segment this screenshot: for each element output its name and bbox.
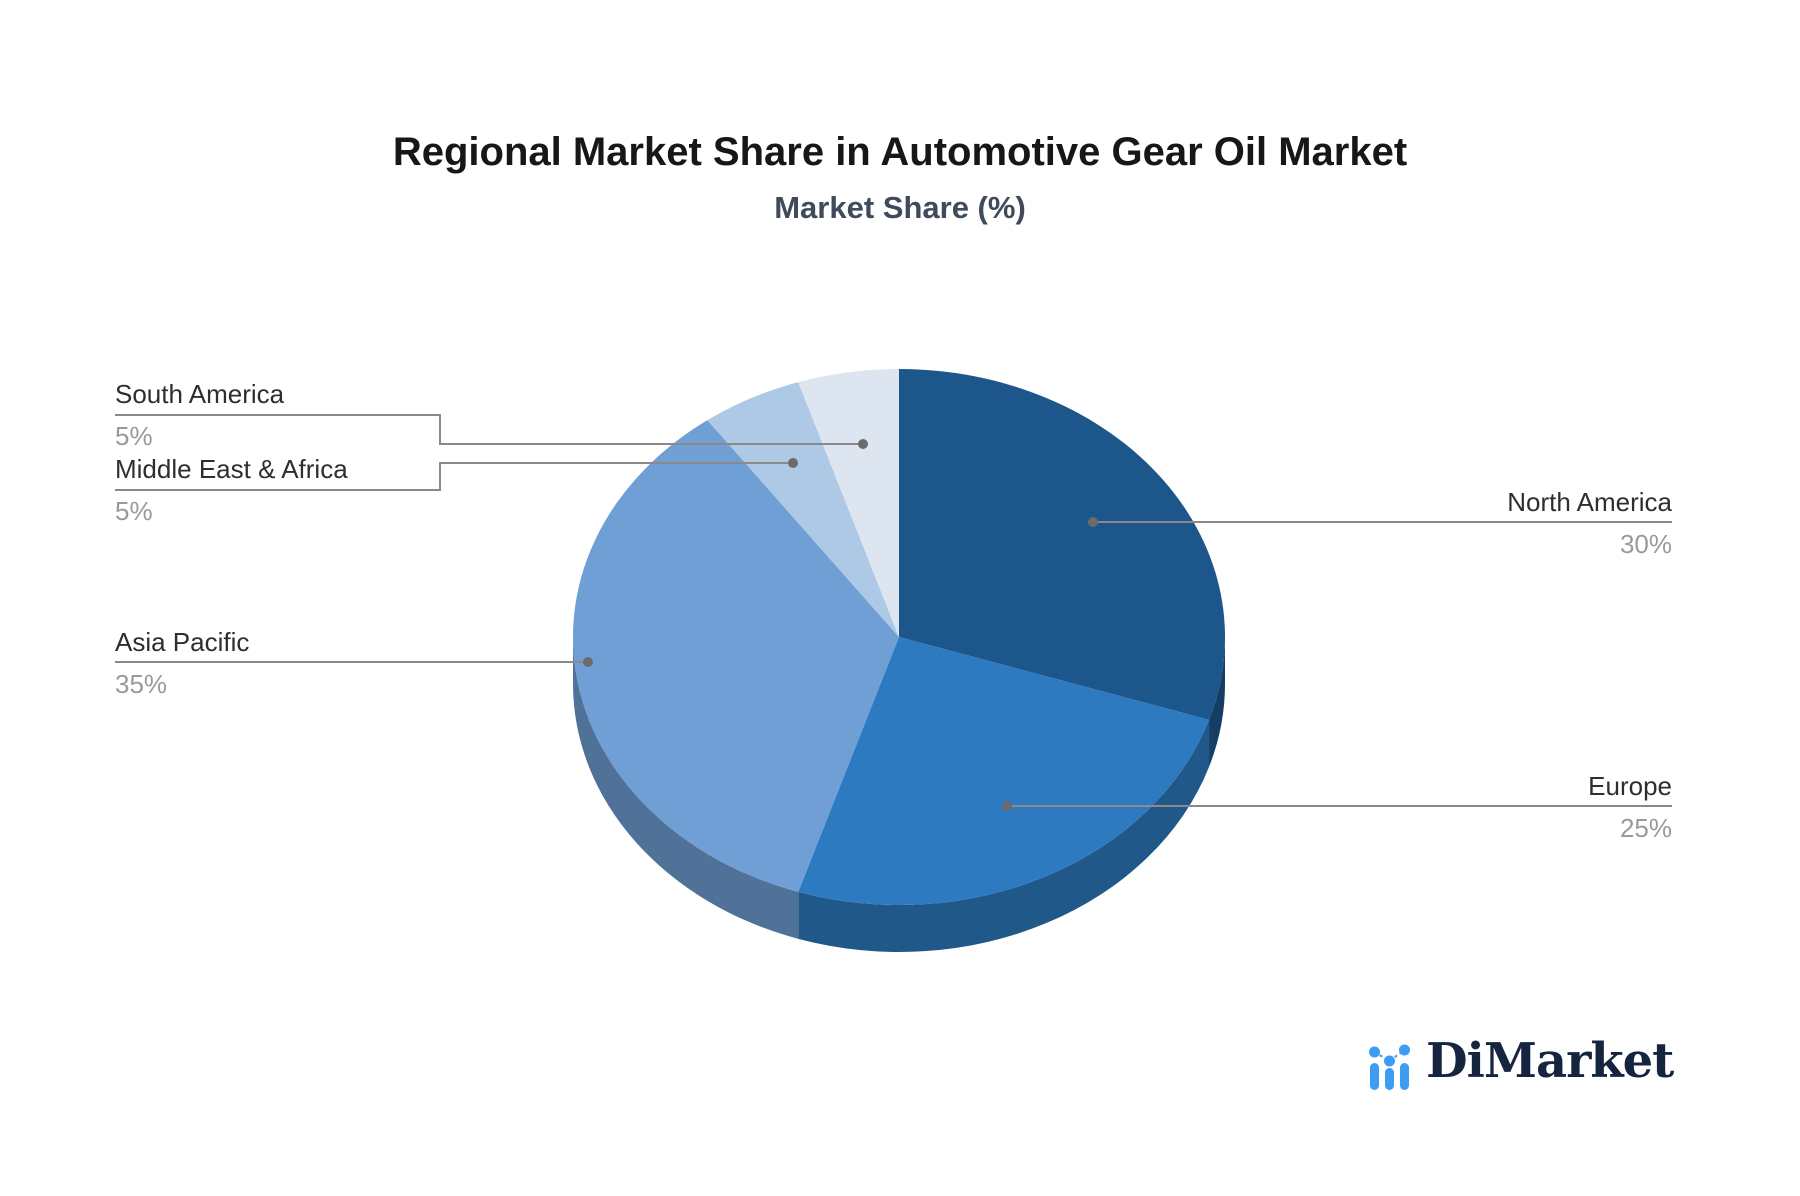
pie-slice-north-america[interactable] <box>899 369 1226 720</box>
slice-label-middle-east-africa: Middle East & Africa <box>115 454 348 484</box>
logo-bar-2 <box>1385 1068 1394 1090</box>
leader-line-middle-east-africa <box>115 462 793 491</box>
chart-subtitle: Market Share (%) <box>774 190 1026 225</box>
slice-pct-europe: 25% <box>1619 813 1672 843</box>
pie-slice-south-america[interactable] <box>798 369 899 637</box>
pie-slice-side-north-america <box>1209 637 1225 767</box>
slice-pct-south-america: 5% <box>115 421 153 451</box>
slice-label-europe: Europe <box>1588 771 1672 801</box>
chart-title: Regional Market Share in Automotive Gear… <box>392 130 1408 174</box>
pie-slice-side-europe <box>798 719 1210 952</box>
pie-slice-europe[interactable] <box>798 637 1210 905</box>
leader-dot-south-america <box>858 439 868 449</box>
pie-slice-middle-east-africa[interactable] <box>707 382 899 637</box>
slice-label-south-america: South America <box>115 379 285 409</box>
leader-line-south-america <box>115 414 863 445</box>
logo-bar-3 <box>1400 1063 1409 1090</box>
leader-dot-middle-east-africa <box>788 458 798 468</box>
slice-label-asia-pacific: Asia Pacific <box>115 627 250 657</box>
logo-dot-3 <box>1399 1044 1410 1056</box>
brand-logo-text: DiMarket <box>1426 1033 1674 1089</box>
bar-chart-logo-icon <box>1369 1044 1410 1090</box>
slice-label-north-america: North America <box>1507 487 1672 517</box>
logo-bar-1 <box>1370 1063 1379 1090</box>
logo-dot-1 <box>1369 1046 1380 1058</box>
slice-pct-north-america: 30% <box>1619 529 1672 559</box>
leader-dot-europe <box>1002 801 1012 811</box>
logo-dot-2 <box>1384 1055 1395 1067</box>
pie-slice-side-asia-pacific <box>573 637 799 939</box>
leader-dot-asia-pacific <box>583 657 593 667</box>
brand-logo: DiMarket <box>1358 1030 1674 1092</box>
slice-pct-asia-pacific: 35% <box>115 669 168 699</box>
leader-dot-north-america <box>1088 517 1098 527</box>
pie-slice-asia-pacific[interactable] <box>573 420 899 892</box>
slice-pct-middle-east-africa: 5% <box>115 496 153 526</box>
